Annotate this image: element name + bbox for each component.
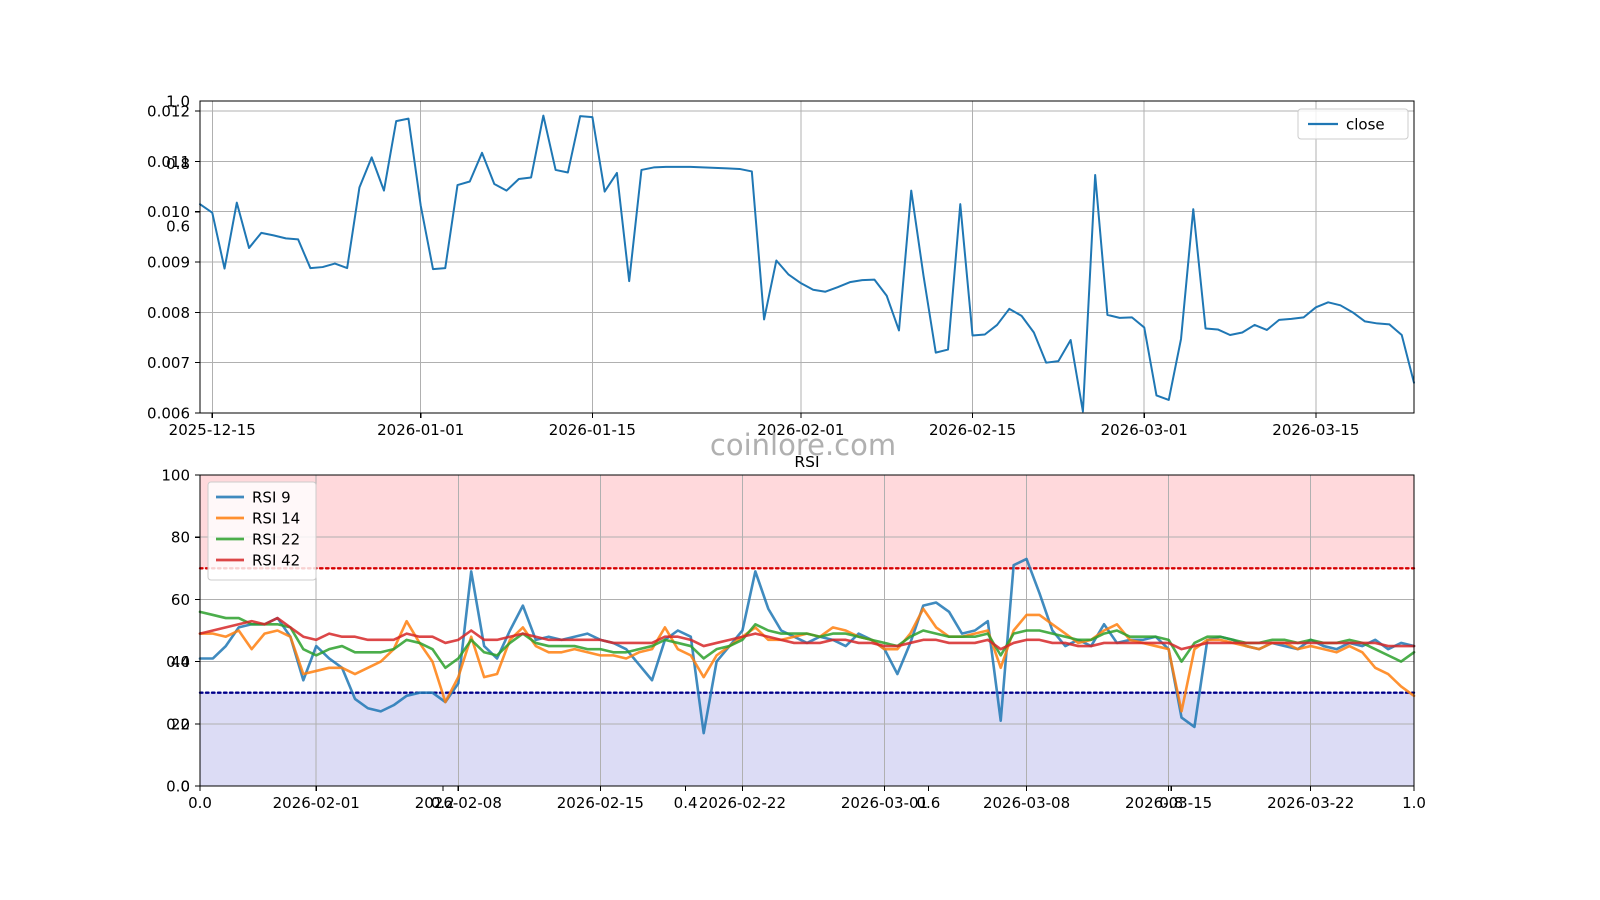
rsi-overlay-x-tick-labels: 0.0 0.2 0.4 0.6 0.8 1.0 — [188, 786, 1426, 812]
rsi-series-group — [198, 557, 1416, 735]
price-y-tick-0.006: 0.006 — [147, 405, 190, 423]
rsi-legend-label-rsi-9: RSI 9 — [252, 489, 291, 507]
price-x-tick-2026-02-01: 2026-02-01 — [757, 421, 844, 439]
price-spines — [199, 100, 1415, 414]
price-x-tick-2026-01-01: 2026-01-01 — [377, 421, 464, 439]
rsi-overlay-y-tick-0.0: 0.0 — [166, 778, 190, 796]
price-y-tick-0.010: 0.010 — [147, 203, 190, 221]
price-y-tick-0.008: 0.008 — [147, 304, 190, 322]
price-y-tick-0.012: 0.012 — [147, 103, 190, 121]
price-overlay-y-tick-0.8: 0.8 — [166, 155, 190, 173]
rsi-chart-title: RSI — [794, 453, 819, 471]
price-series-group — [199, 114, 1415, 413]
price-y-tick-0.009: 0.009 — [147, 254, 190, 272]
watermark: coinlore.com — [710, 428, 896, 462]
rsi-y-tick-20: 20 — [171, 715, 190, 733]
rsi-y-tick-40: 40 — [171, 653, 190, 671]
price-legend[interactable]: close — [1297, 108, 1409, 140]
oversold-band — [200, 692, 1414, 786]
rsi-x-tick-2026-02-15: 2026-02-15 — [557, 794, 644, 812]
price-x-tick-labels: 2025-12-15 2026-01-01 2026-01-15 2026-02-01… — [169, 413, 1359, 439]
rsi-overlay-x-tick-0.6: 0.6 — [916, 794, 940, 812]
price-overlay-y-tick-labels: 0.6 0.8 1.0 — [166, 93, 190, 236]
rsi-y-tick-labels: 0 20 40 60 80 100 — [161, 467, 200, 796]
price-x-tick-2025-12-15: 2025-12-15 — [169, 421, 256, 439]
price-y-tick-0.011: 0.011 — [147, 153, 190, 171]
price-y-tick-0.007: 0.007 — [147, 354, 190, 372]
price-overlay-y-tick-1.0: 1.0 — [166, 93, 190, 111]
price-chart-axes: 0.006 0.007 0.008 0.009 0.010 0.011 0.012 2025… — [147, 93, 1415, 439]
rsi-overlay-y-tick-0.2: 0.2 — [166, 715, 190, 733]
rsi-legend-label-rsi-22: RSI 22 — [252, 531, 300, 549]
price-gridlines — [200, 101, 1414, 414]
rsi-x-tick-2026-03-01: 2026-03-01 — [841, 794, 928, 812]
rsi-x-tick-2026-02-22: 2026-02-22 — [699, 794, 786, 812]
rsi-x-tick-2026-02-01: 2026-02-01 — [273, 794, 360, 812]
rsi-x-tick-2026-03-15: 2026-03-15 — [1125, 794, 1212, 812]
rsi-line-rsi-22 — [198, 610, 1416, 670]
rsi-legend[interactable]: RSI 9 RSI 14 RSI 22 RSI 42 — [207, 481, 317, 581]
price-plot-background — [200, 101, 1414, 413]
price-line-0 — [199, 114, 1415, 413]
rsi-x-tick-2026-03-08: 2026-03-08 — [983, 794, 1070, 812]
rsi-x-tick-2026-03-22: 2026-03-22 — [1267, 794, 1354, 812]
rsi-spines — [199, 474, 1415, 787]
overbought-band — [200, 475, 1414, 569]
price-x-tick-2026-03-15: 2026-03-15 — [1272, 421, 1359, 439]
price-overlay-y-tick-0.6: 0.6 — [166, 217, 190, 235]
rsi-overlay-x-tick-0.2: 0.2 — [431, 794, 455, 812]
price-x-tick-2026-02-15: 2026-02-15 — [929, 421, 1016, 439]
rsi-overlay-y-tick-0.4: 0.4 — [166, 653, 190, 671]
rsi-x-tick-labels: 2026-02-01 2026-02-08 2026-02-15 2026-02-22… — [273, 786, 1354, 812]
rsi-overlay-x-tick-0.0: 0.0 — [188, 794, 212, 812]
rsi-x-tick-2026-02-08: 2026-02-08 — [415, 794, 502, 812]
rsi-legend-label-rsi-14: RSI 14 — [252, 510, 300, 528]
rsi-overlay-x-tick-1.0: 1.0 — [1402, 794, 1426, 812]
rsi-y-tick-80: 80 — [171, 529, 190, 547]
rsi-line-rsi-42 — [198, 616, 1416, 651]
rsi-overlay-y-tick-labels: 0.0 0.2 0.4 — [166, 653, 190, 795]
price-y-tick-labels: 0.006 0.007 0.008 0.009 0.010 0.011 0.012 — [147, 103, 200, 423]
rsi-y-tick-0: 0 — [180, 778, 190, 796]
rsi-overlay-x-tick-0.4: 0.4 — [674, 794, 698, 812]
rsi-legend-box[interactable] — [207, 481, 317, 581]
rsi-legend-label-rsi-42: RSI 42 — [252, 552, 300, 570]
price-x-tick-2026-03-01: 2026-03-01 — [1101, 421, 1188, 439]
rsi-y-tick-60: 60 — [171, 591, 190, 609]
rsi-y-tick-100: 100 — [161, 467, 190, 485]
price-legend-label-close: close — [1346, 116, 1385, 134]
rsi-overlay-x-tick-0.8: 0.8 — [1159, 794, 1183, 812]
price-legend-box[interactable] — [1297, 108, 1409, 140]
price-x-tick-2026-01-15: 2026-01-15 — [549, 421, 636, 439]
